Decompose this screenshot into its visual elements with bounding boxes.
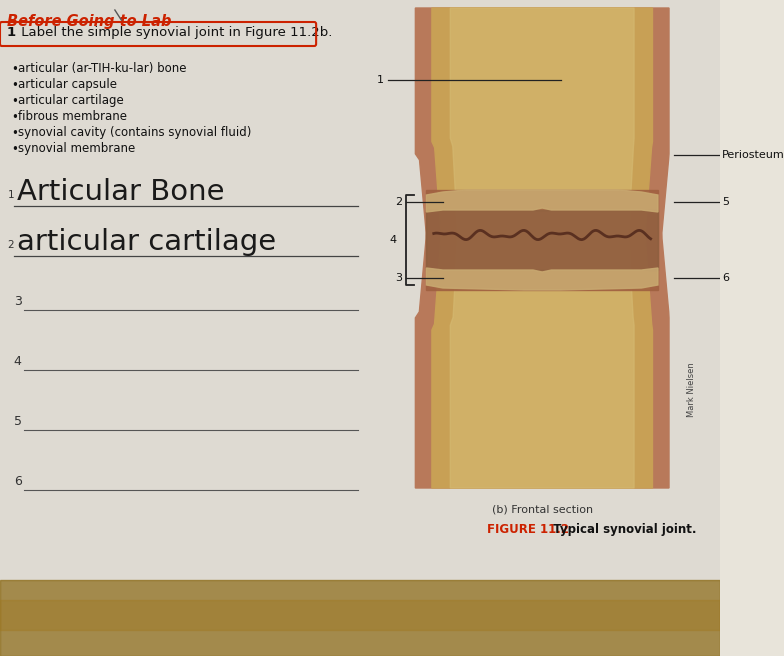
Text: articular cartilage: articular cartilage	[18, 94, 124, 107]
Bar	[426, 190, 658, 290]
Text: articular capsule: articular capsule	[18, 78, 118, 91]
Text: synovial cavity (contains synovial fluid): synovial cavity (contains synovial fluid…	[18, 126, 252, 139]
Text: 1: 1	[7, 190, 14, 200]
Text: 3: 3	[14, 295, 22, 308]
Text: articular cartilage: articular cartilage	[16, 228, 276, 256]
Text: •: •	[11, 95, 18, 108]
Text: 4: 4	[390, 235, 397, 245]
Text: 3: 3	[395, 273, 402, 283]
Text: Mark Nielsen: Mark Nielsen	[687, 363, 695, 417]
Text: 1: 1	[377, 75, 384, 85]
Text: FIGURE 11.2: FIGURE 11.2	[487, 523, 569, 536]
Bar	[0, 600, 720, 630]
Text: 6: 6	[14, 475, 22, 488]
Text: 4: 4	[14, 355, 22, 368]
Polygon shape	[426, 268, 658, 290]
Text: •: •	[11, 63, 18, 76]
Bar	[0, 580, 720, 656]
Text: •: •	[11, 111, 18, 124]
Polygon shape	[416, 8, 669, 488]
Text: 5: 5	[722, 197, 729, 207]
Polygon shape	[426, 190, 658, 212]
Text: Periosteum: Periosteum	[721, 150, 784, 160]
Text: •: •	[11, 79, 18, 92]
Text: synovial membrane: synovial membrane	[18, 142, 136, 155]
Polygon shape	[432, 8, 652, 488]
Text: 1: 1	[6, 26, 16, 39]
Text: 2: 2	[395, 197, 402, 207]
Text: articular (ar-TIH-ku-lar) bone: articular (ar-TIH-ku-lar) bone	[18, 62, 187, 75]
Polygon shape	[450, 8, 634, 488]
Text: 5: 5	[14, 415, 22, 428]
Text: Before Going to Lab: Before Going to Lab	[7, 14, 172, 29]
Text: (b) Frontal section: (b) Frontal section	[492, 505, 593, 515]
Polygon shape	[426, 210, 658, 270]
Text: Articular Bone: Articular Bone	[16, 178, 224, 206]
Text: Label the simple synovial joint in Figure 11.2b.: Label the simple synovial joint in Figur…	[16, 26, 332, 39]
Text: fibrous membrane: fibrous membrane	[18, 110, 127, 123]
Text: •: •	[11, 127, 18, 140]
Text: 2: 2	[7, 240, 14, 250]
Text: •: •	[11, 143, 18, 156]
Text: Typical synovial joint.: Typical synovial joint.	[545, 523, 696, 536]
Text: 6: 6	[722, 273, 729, 283]
